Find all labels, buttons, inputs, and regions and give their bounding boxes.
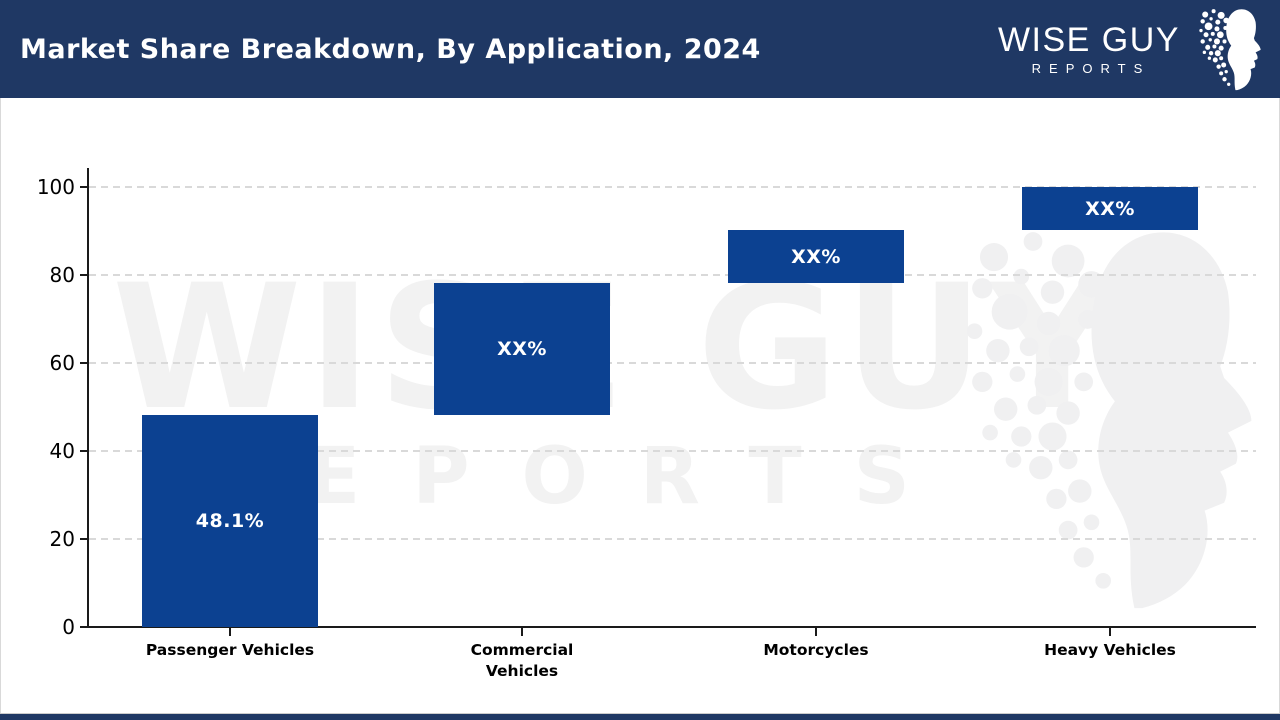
y-tick-label: 0 (62, 615, 75, 639)
x-axis-line (87, 626, 1256, 628)
logo-face-dots-icon (1199, 9, 1261, 91)
gridline (89, 538, 1256, 540)
bar-value-label: XX% (1085, 197, 1135, 220)
header-bar: Market Share Breakdown, By Application, … (0, 0, 1280, 98)
gridline (89, 186, 1256, 188)
y-tick-label: 100 (36, 175, 75, 199)
x-category-label: Heavy Vehicles (1000, 640, 1220, 661)
logo-reports-label: REPORTS (1031, 60, 1151, 76)
x-category-label-line: Commercial (470, 641, 574, 659)
x-tick-mark (521, 628, 523, 636)
y-tick-mark (80, 626, 88, 628)
x-category-label: Commercial Vehicles (412, 640, 632, 682)
logo-wiseguy-label: WISE GUY (997, 20, 1180, 59)
x-category-label: Motorcycles (706, 640, 926, 661)
x-category-label-line: Vehicles (485, 661, 559, 680)
wiseguy-logo-text: WISE GUY REPORTS (998, 23, 1180, 76)
y-tick-mark (80, 274, 88, 276)
watermark-wiseguy-text: WISE GUY (112, 247, 1121, 448)
x-category-label: Passenger Vehicles (120, 640, 340, 661)
y-axis-line (87, 168, 89, 628)
y-tick-mark (80, 362, 88, 364)
wiseguy-logo: WISE GUY REPORTS (998, 4, 1270, 94)
x-category-label-line: Motorcycles (763, 641, 869, 659)
y-tick-mark (80, 538, 88, 540)
x-tick-mark (815, 628, 817, 636)
footer-bar (0, 713, 1280, 720)
bar-segment: XX% (434, 282, 610, 416)
watermark-face-dots-icon (966, 232, 1252, 609)
x-category-label-line: Heavy Vehicles (1044, 641, 1176, 659)
y-tick-label: 40 (49, 439, 75, 463)
y-tick-label: 80 (49, 263, 75, 287)
y-tick-mark (80, 186, 88, 188)
bar-value-label: XX% (497, 338, 547, 361)
x-tick-mark (1109, 628, 1111, 636)
gridline (89, 274, 1256, 276)
bar-value-label: XX% (791, 245, 841, 268)
bar-segment: 48.1% (142, 415, 318, 627)
bar-segment: XX% (1022, 187, 1198, 231)
page-title: Market Share Breakdown, By Application, … (20, 33, 761, 65)
gridline (89, 362, 1256, 364)
gridline (89, 450, 1256, 452)
y-tick-label: 20 (49, 527, 75, 551)
bar-segment: XX% (728, 230, 904, 283)
y-tick-mark (80, 450, 88, 452)
x-category-label-line: Passenger Vehicles (145, 641, 315, 659)
bar-value-label: 48.1% (195, 510, 265, 533)
x-tick-mark (229, 628, 231, 636)
y-tick-label: 60 (49, 351, 75, 375)
